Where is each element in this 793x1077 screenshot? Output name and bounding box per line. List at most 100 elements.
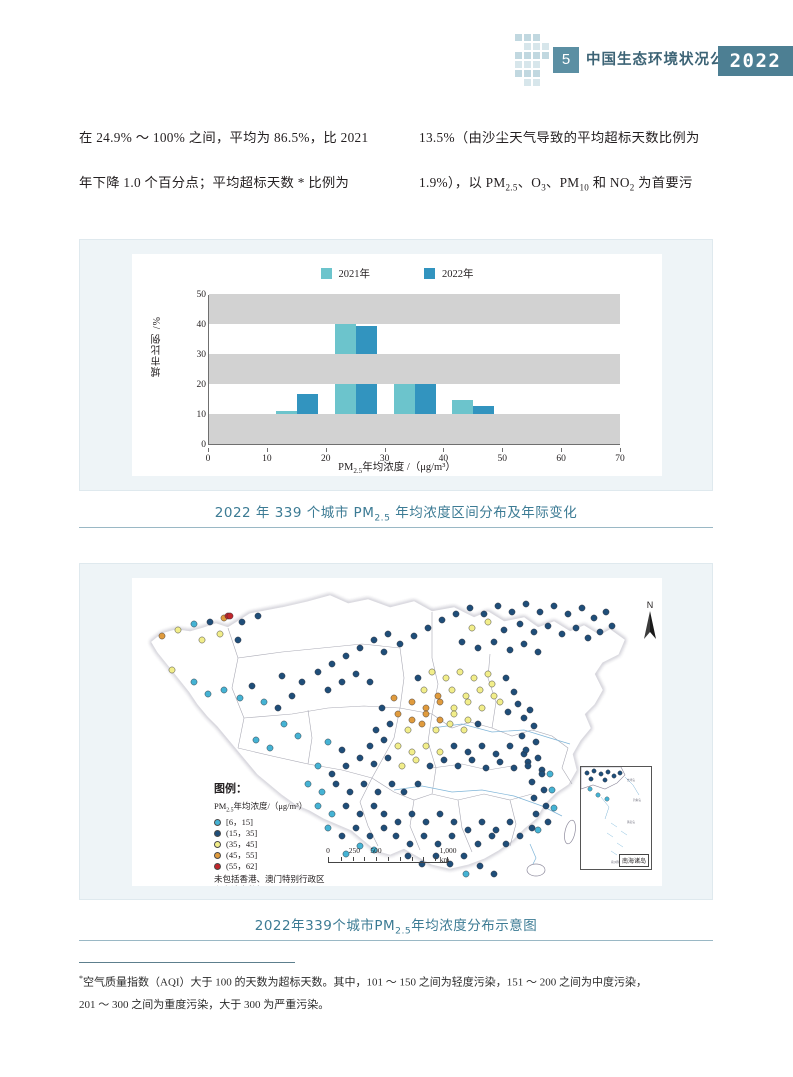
chart-grid-band [209, 414, 620, 444]
city-dot [506, 818, 514, 826]
footnote-marker: * [79, 974, 83, 983]
city-dot [534, 648, 542, 656]
scalebar-tick [423, 857, 425, 861]
city-dot [488, 680, 496, 688]
y-tick-label: 0 [201, 440, 206, 450]
city-dot [370, 846, 378, 854]
city-dot [520, 640, 528, 648]
city-dot [442, 674, 450, 682]
city-dot [458, 638, 466, 646]
city-dot [534, 754, 542, 762]
legend-subtitle-post: 年均浓度/（μg/m³） [233, 801, 308, 811]
legend-class-dot-icon [214, 862, 221, 870]
x-tick-label: 30 [379, 454, 390, 464]
city-dot [490, 638, 498, 646]
city-dot [540, 786, 548, 794]
city-dot [314, 802, 322, 810]
map-figure-panel: N 图例： PM2.5年均浓度/（μg/m³） [6，15] (15，35] (35… [79, 563, 713, 900]
scalebar-tick [399, 857, 401, 861]
city-dot [380, 736, 388, 744]
city-dot [356, 754, 364, 762]
body-column-left: 在 24.9% ～ 100% 之间，平均为 86.5%，比 2021 年下降 1… [79, 122, 379, 218]
chart-caption: 2022 年 339 个城市 PM2.5 年均浓度区间分布及年际变化 [79, 501, 713, 524]
city-dot [342, 762, 350, 770]
city-dot [314, 668, 322, 676]
legend-subtitle-subscript: 2.5 [226, 807, 234, 814]
chart-x-axis-title: PM2.5年均浓度 /（μg/m³） [132, 459, 662, 475]
map-legend-row-3: (35，45] [214, 839, 325, 850]
city-dot [470, 674, 478, 682]
body-line-text: 为首要污 [634, 175, 693, 190]
svg-text:南沙群岛: 南沙群岛 [611, 860, 622, 864]
y-tick-label: 10 [196, 410, 207, 420]
x-tickmark [443, 448, 445, 452]
city-dot [398, 762, 406, 770]
body-line-text: 和 NO [589, 175, 630, 190]
legend-class-label: [6，15] [226, 816, 253, 827]
city-dot [460, 726, 468, 734]
scalebar-tick [340, 857, 342, 861]
north-arrow: N [639, 600, 661, 645]
city-dot [436, 698, 444, 706]
islands [526, 819, 576, 877]
legend-label: 2022年 [442, 269, 474, 280]
city-dot [474, 720, 482, 728]
city-dot [436, 716, 444, 724]
city-dot [190, 678, 198, 686]
china-map-graphic [151, 595, 625, 878]
city-dot [190, 620, 198, 628]
city-dot [378, 704, 386, 712]
city-dot [602, 608, 610, 616]
chart-y-ticks: 0 10 20 30 40 50 [178, 288, 207, 452]
report-title: 中国生态环境状况公报 [586, 52, 741, 68]
x-tick-label: 20 [320, 454, 331, 464]
legend-class-label: (35，45] [226, 838, 258, 849]
chart-grid-band [209, 294, 620, 324]
city-dot [452, 610, 460, 618]
city-dot [532, 738, 540, 746]
footnote-rule [79, 962, 295, 963]
city-dot [546, 770, 554, 778]
city-dot [446, 720, 454, 728]
legend-swatch-icon [424, 268, 435, 279]
body-paragraph-line: 13.5%（由沙尘天气导致的平均超标天数比例为 [419, 130, 700, 145]
city-dot [384, 630, 392, 638]
city-dot [328, 660, 336, 668]
city-dot [474, 840, 482, 848]
city-dot [386, 720, 394, 728]
city-dot [380, 824, 388, 832]
x-tick-label: 50 [497, 454, 508, 464]
city-dot [372, 726, 380, 734]
city-dot [384, 754, 392, 762]
chart-caption-post: 年均浓度区间分布及年际变化 [390, 505, 578, 521]
city-dot [356, 842, 364, 850]
city-dot [492, 826, 500, 834]
legend-class-dot-icon [214, 829, 221, 837]
city-dot [590, 614, 598, 622]
city-dot [464, 716, 472, 724]
x-tick-label: 40 [438, 454, 449, 464]
city-dot [328, 810, 336, 818]
city-dot [324, 686, 332, 694]
legend-class-label: (15，35] [226, 827, 258, 838]
city-dot [332, 780, 340, 788]
city-dot [168, 666, 176, 674]
city-dot [366, 832, 374, 840]
city-dot [404, 726, 412, 734]
city-dot [464, 698, 472, 706]
chart-canvas: 2021年 2022年 城市比例 /% 0 10 20 30 40 50 0 10 20 30 40… [132, 254, 662, 476]
city-dot [440, 756, 448, 764]
svg-text:台湾岛: 台湾岛 [627, 778, 635, 782]
x-tickmark [620, 448, 621, 452]
city-dot [356, 810, 364, 818]
city-dot [450, 710, 458, 718]
scalebar-tick [388, 857, 389, 861]
map-legend-row-4: (45，55] [214, 850, 325, 861]
city-dot [462, 870, 470, 878]
x-tickmark [266, 448, 268, 452]
legend-class-label: (55，62] [226, 860, 258, 871]
city-dot [408, 716, 416, 724]
city-dot [414, 674, 422, 682]
report-year: 2022 [729, 50, 782, 72]
city-dot [476, 686, 484, 694]
